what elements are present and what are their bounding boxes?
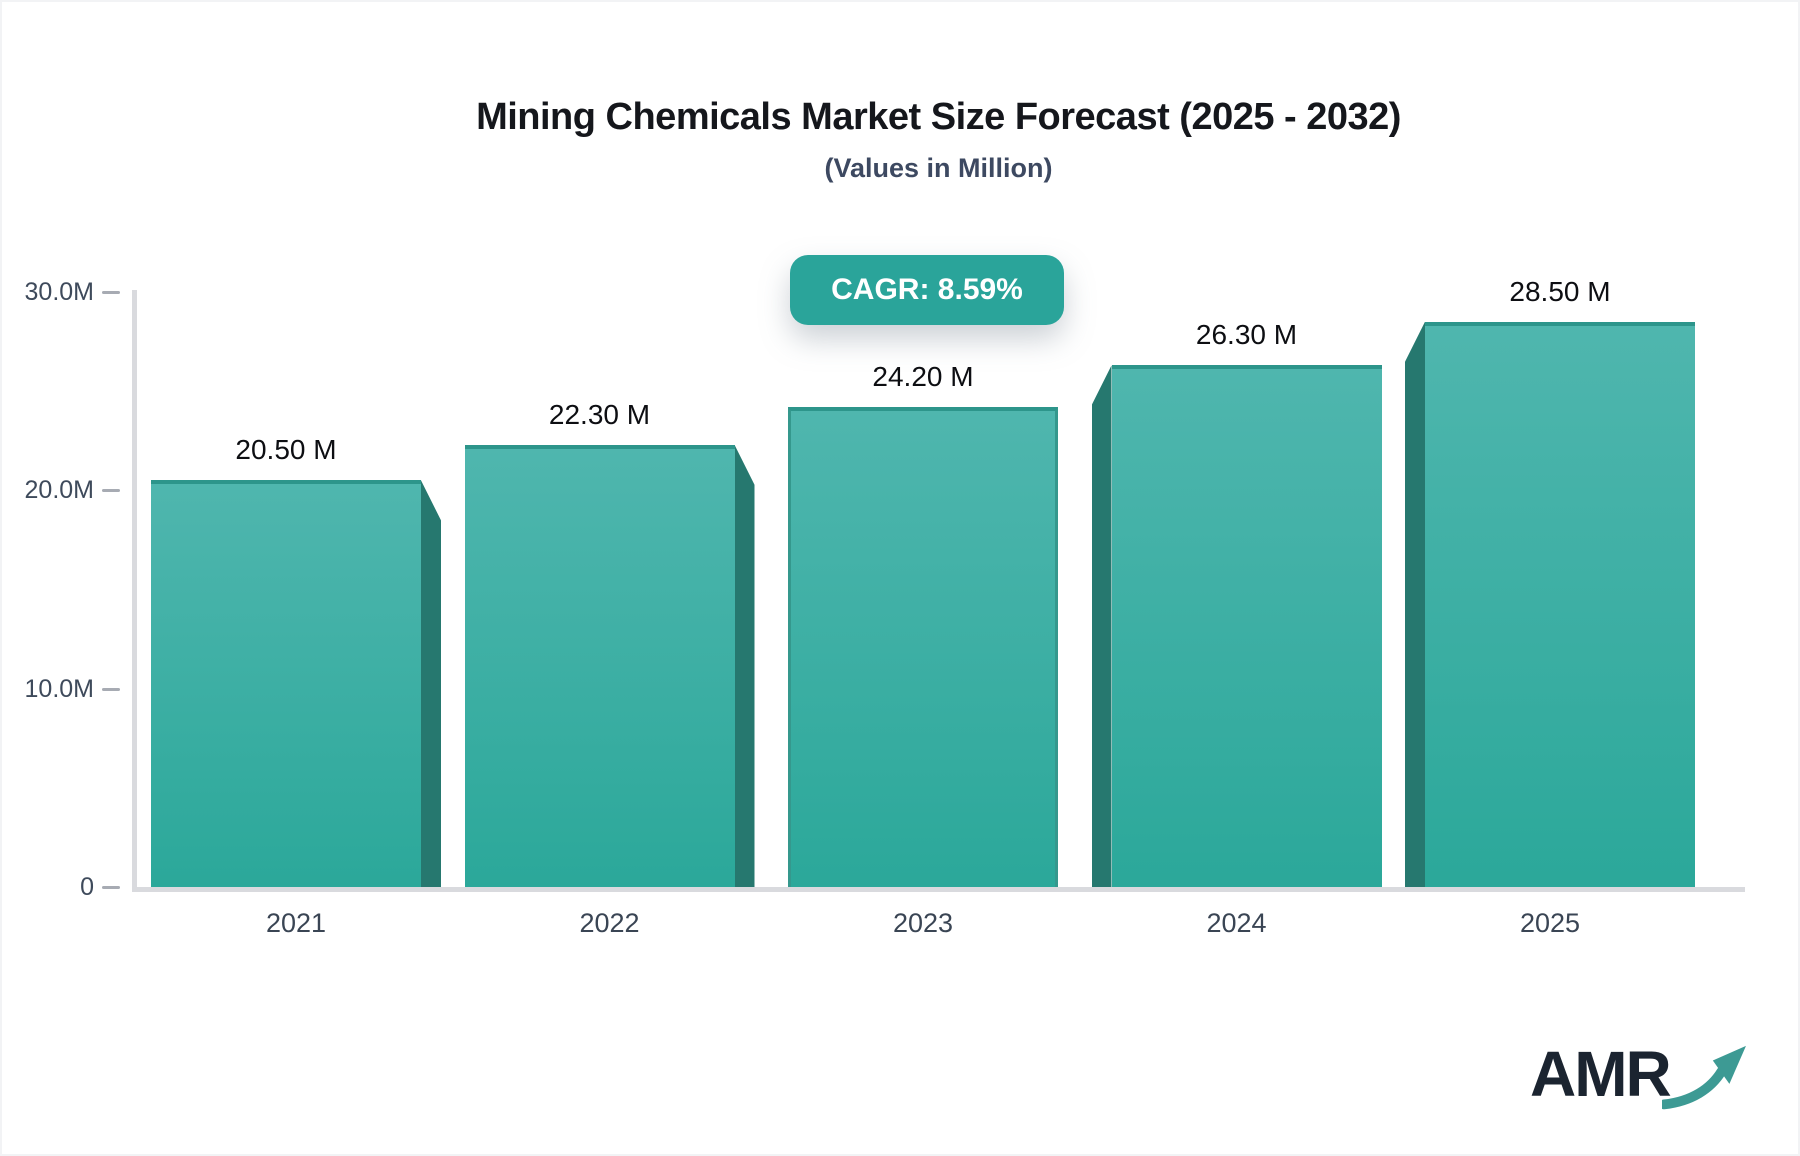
bar-2025 — [1425, 321, 1695, 887]
chart-header: Mining Chemicals Market Size Forecast (2… — [132, 2, 1745, 184]
bar-2024 — [1111, 365, 1382, 887]
y-tick-label: 10.0M — [24, 674, 94, 703]
bar-2021 — [151, 480, 421, 887]
cagr-badge-label: CAGR: 8.59% — [831, 273, 1023, 306]
x-tick-label: 2022 — [579, 908, 640, 938]
bar-value-label: 20.50 M — [235, 434, 337, 466]
brand-logo-text: AMR — [1530, 1038, 1672, 1110]
bar-3d-side — [421, 480, 441, 887]
x-axis-line — [132, 887, 1745, 892]
y-tick — [102, 291, 120, 294]
bar-value-label: 22.30 M — [548, 398, 651, 430]
brand-logo: AMR — [1530, 1038, 1750, 1120]
bar-2022 — [464, 444, 735, 887]
bar-3d-side — [1405, 321, 1425, 887]
bar-value-label: 26.30 M — [1195, 319, 1298, 351]
x-tick-label: 2021 — [265, 908, 327, 938]
x-tick-label: 2025 — [1519, 908, 1581, 938]
growth-arrow-icon — [1661, 1045, 1746, 1110]
y-tick — [102, 687, 120, 691]
y-tick — [102, 886, 120, 889]
cagr-badge: CAGR: 8.59% — [790, 255, 1064, 325]
x-tick-label: 2023 — [892, 908, 954, 938]
y-tick-label: 0 — [80, 873, 94, 901]
chart-title: Mining Chemicals Market Size Forecast (2… — [476, 96, 1401, 138]
bar-2023 — [788, 407, 1058, 887]
y-tick-label: 30.0M — [24, 278, 94, 306]
y-tick-label: 20.0M — [24, 476, 94, 505]
chart-subtitle: (Values in Million) — [824, 153, 1053, 183]
bar-value-label: 28.50 M — [1509, 275, 1611, 307]
x-tick-label: 2024 — [1206, 908, 1267, 938]
y-axis-line — [132, 290, 137, 892]
bar-3d-side — [1091, 365, 1112, 887]
bar-value-label: 24.20 M — [872, 361, 974, 393]
bar-3d-side — [734, 444, 755, 887]
y-tick — [102, 489, 120, 493]
